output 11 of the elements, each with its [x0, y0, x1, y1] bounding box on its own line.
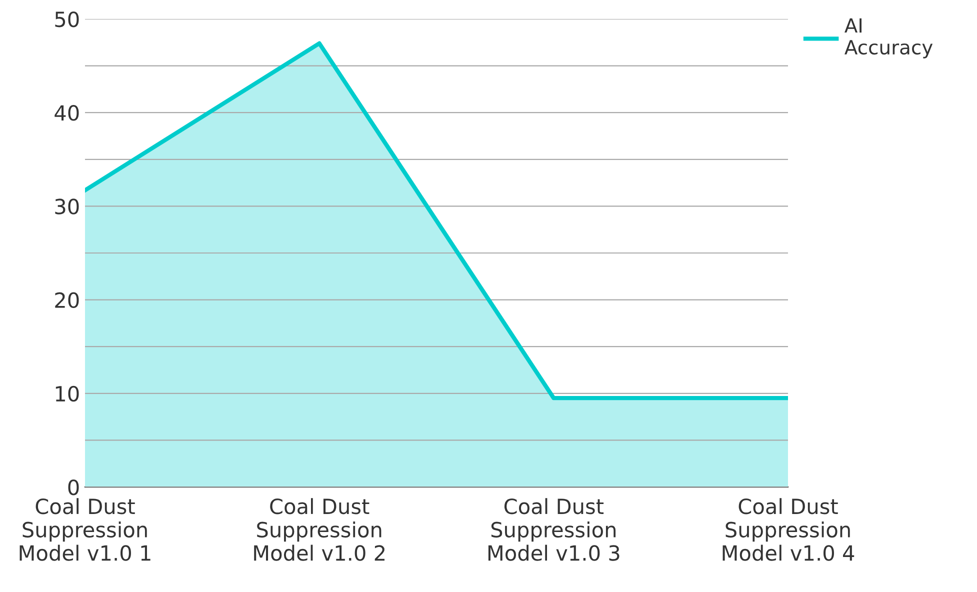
y-tick-label: 20: [55, 292, 79, 308]
y-tick-label: 40: [54, 105, 79, 121]
legend-label: AI Accuracy: [844, 18, 933, 58]
y-tick-label: 50: [55, 11, 79, 28]
y-tick-label: 10: [56, 386, 79, 402]
y-tick-label: 0: [68, 479, 79, 496]
x-tick-label: Coal Dust Suppression Model v1.0 4: [722, 498, 854, 561]
x-tick-label: Coal Dust Suppression Model v1.0 1: [20, 498, 150, 561]
x-tick-label: Coal Dust Suppression Model v1.0 3: [488, 498, 620, 561]
y-tick-label: 30: [55, 198, 79, 214]
x-tick-label: Coal Dust Suppression Model v1.0 2: [254, 498, 384, 561]
